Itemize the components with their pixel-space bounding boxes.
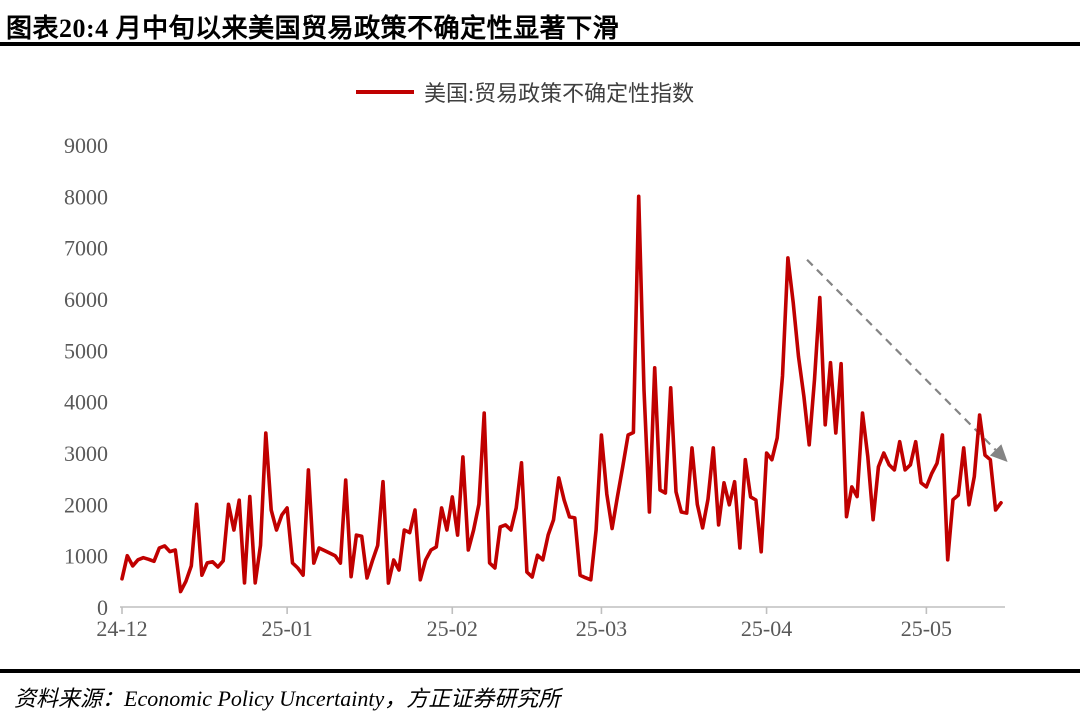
x-axis-label: 25-05 (901, 616, 952, 641)
source-attribution: 资料来源：Economic Policy Uncertainty，方正证券研究所 (14, 686, 561, 711)
x-axis-label: 24-12 (96, 616, 147, 641)
figure-title: 图表20:4 月中旬以来美国贸易政策不确定性显著下滑 (6, 14, 620, 43)
title-rule (0, 42, 1080, 46)
y-axis-label: 9000 (64, 133, 108, 158)
x-axis-label: 25-02 (427, 616, 478, 641)
y-axis-label: 2000 (64, 492, 108, 517)
uncertainty-index-line (120, 194, 1003, 594)
y-axis-label: 0 (97, 595, 108, 620)
y-axis-label: 6000 (64, 287, 108, 312)
footer-rule (0, 669, 1080, 673)
y-axis-label: 7000 (64, 236, 108, 261)
trend-arrow-line (806, 258, 997, 451)
trend-arrow-head (989, 444, 1008, 462)
chart-legend: 美国:贸易政策不确定性指数 (356, 76, 694, 108)
y-axis-label: 5000 (64, 338, 108, 363)
legend-line-marker (356, 90, 414, 94)
y-axis-label: 3000 (64, 441, 108, 466)
y-axis-label: 1000 (64, 544, 108, 569)
y-axis-label: 4000 (64, 390, 108, 415)
x-axis-label: 25-04 (741, 616, 792, 641)
y-axis-label: 8000 (64, 184, 108, 209)
x-axis-label: 25-03 (576, 616, 627, 641)
legend-series-label: 美国:贸易政策不确定性指数 (424, 81, 695, 106)
x-axis-label: 25-01 (261, 616, 312, 641)
